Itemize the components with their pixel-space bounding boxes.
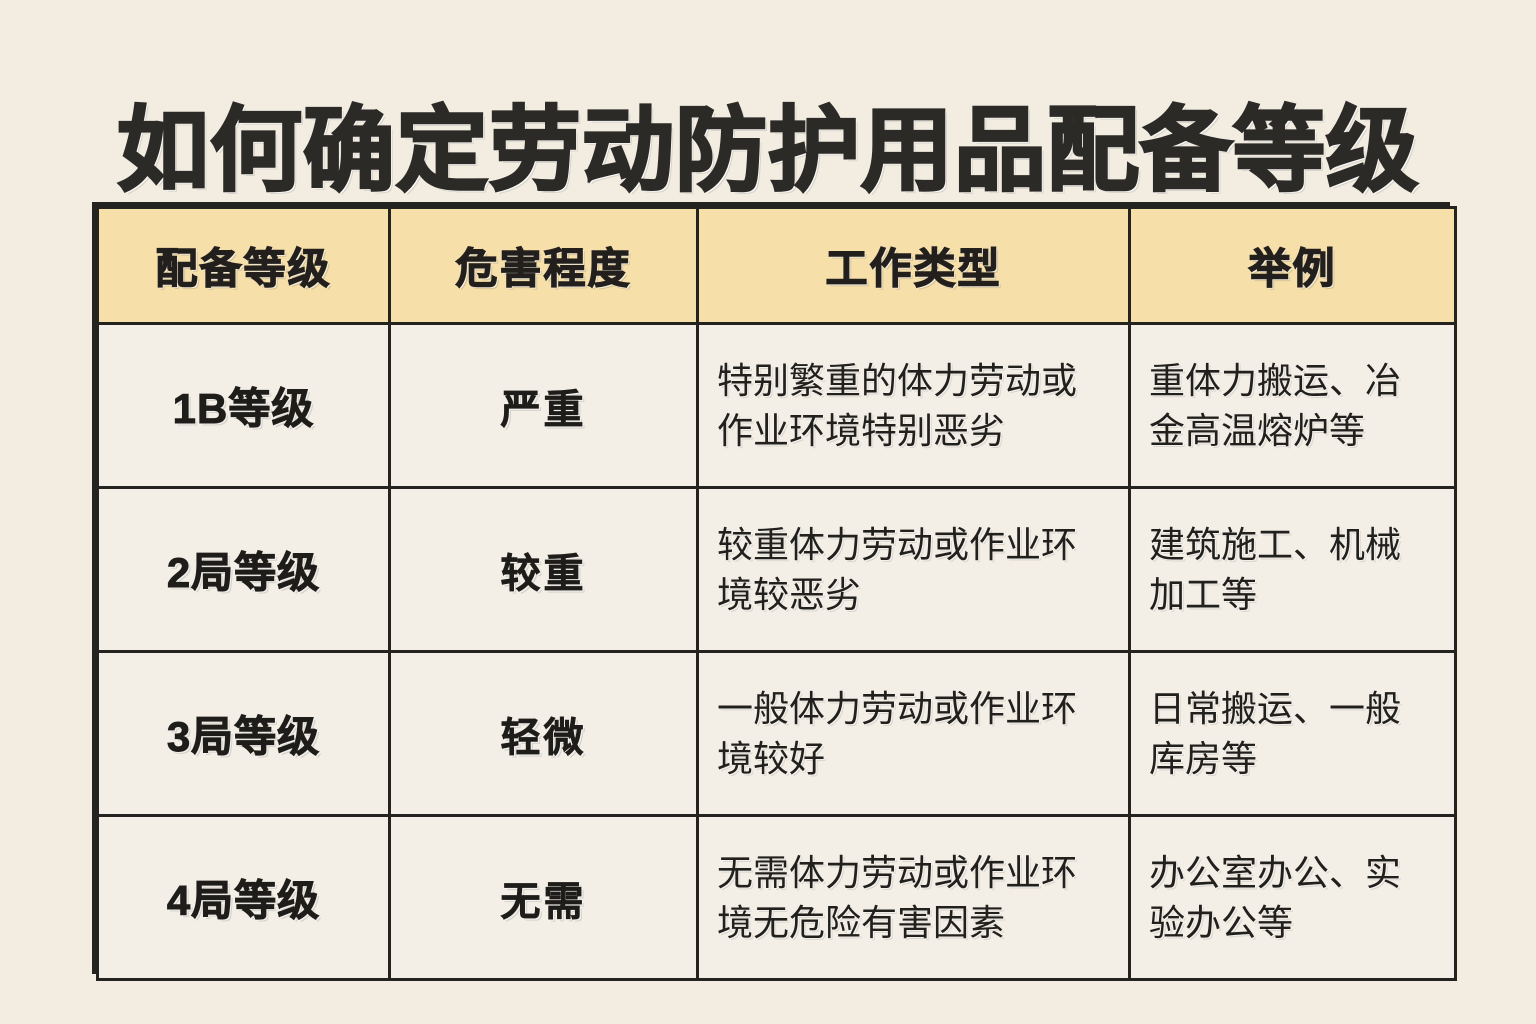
page-title-container: 如何确定劳动防护用品配备等级 — [0, 38, 1536, 264]
table-header: 配备等级 危害程度 工作类型 举例 — [96, 206, 1457, 325]
grade-table: 配备等级 危害程度 工作类型 举例 1B等级 严重 特别繁重的体力劳动或作业环境… — [96, 206, 1457, 981]
column-header-level: 配备等级 — [96, 206, 391, 325]
cell-worktype: 较重体力劳动或作业环境较恶劣 — [696, 486, 1131, 653]
column-header-example: 举例 — [1128, 206, 1457, 325]
cell-severity: 较重 — [388, 486, 699, 653]
cell-severity: 严重 — [388, 322, 699, 489]
cell-worktype: 特别繁重的体力劳动或作业环境特别恶劣 — [696, 322, 1131, 489]
cell-level: 3局等级 — [96, 650, 391, 817]
cell-worktype: 一般体力劳动或作业环境较好 — [696, 650, 1131, 817]
table-body: 1B等级 严重 特别繁重的体力劳动或作业环境特别恶劣 重体力搬运、冶金高温熔炉等… — [96, 322, 1457, 981]
table-header-row: 配备等级 危害程度 工作类型 举例 — [96, 206, 1457, 325]
cell-level: 2局等级 — [96, 486, 391, 653]
table-row: 1B等级 严重 特别繁重的体力劳动或作业环境特别恶劣 重体力搬运、冶金高温熔炉等 — [96, 322, 1457, 489]
cell-example: 办公室办公、实验办公等 — [1128, 814, 1457, 981]
column-header-severity: 危害程度 — [388, 206, 699, 325]
cell-level: 1B等级 — [96, 322, 391, 489]
table-row: 3局等级 轻微 一般体力劳动或作业环境较好 日常搬运、一般库房等 — [96, 650, 1457, 817]
page-title: 如何确定劳动防护用品配备等级 — [116, 98, 1420, 203]
table-row: 4局等级 无需 无需体力劳动或作业环境无危险有害因素 办公室办公、实验办公等 — [96, 814, 1457, 981]
column-header-worktype: 工作类型 — [696, 206, 1131, 325]
cell-example: 重体力搬运、冶金高温熔炉等 — [1128, 322, 1457, 489]
cell-example: 建筑施工、机械加工等 — [1128, 486, 1457, 653]
cell-severity: 无需 — [388, 814, 699, 981]
cell-worktype: 无需体力劳动或作业环境无危险有害因素 — [696, 814, 1131, 981]
grade-table-container: 配备等级 危害程度 工作类型 举例 1B等级 严重 特别繁重的体力劳动或作业环境… — [92, 202, 1457, 981]
cell-example: 日常搬运、一般库房等 — [1128, 650, 1457, 817]
cell-severity: 轻微 — [388, 650, 699, 817]
cell-level: 4局等级 — [96, 814, 391, 981]
table-row: 2局等级 较重 较重体力劳动或作业环境较恶劣 建筑施工、机械加工等 — [96, 486, 1457, 653]
